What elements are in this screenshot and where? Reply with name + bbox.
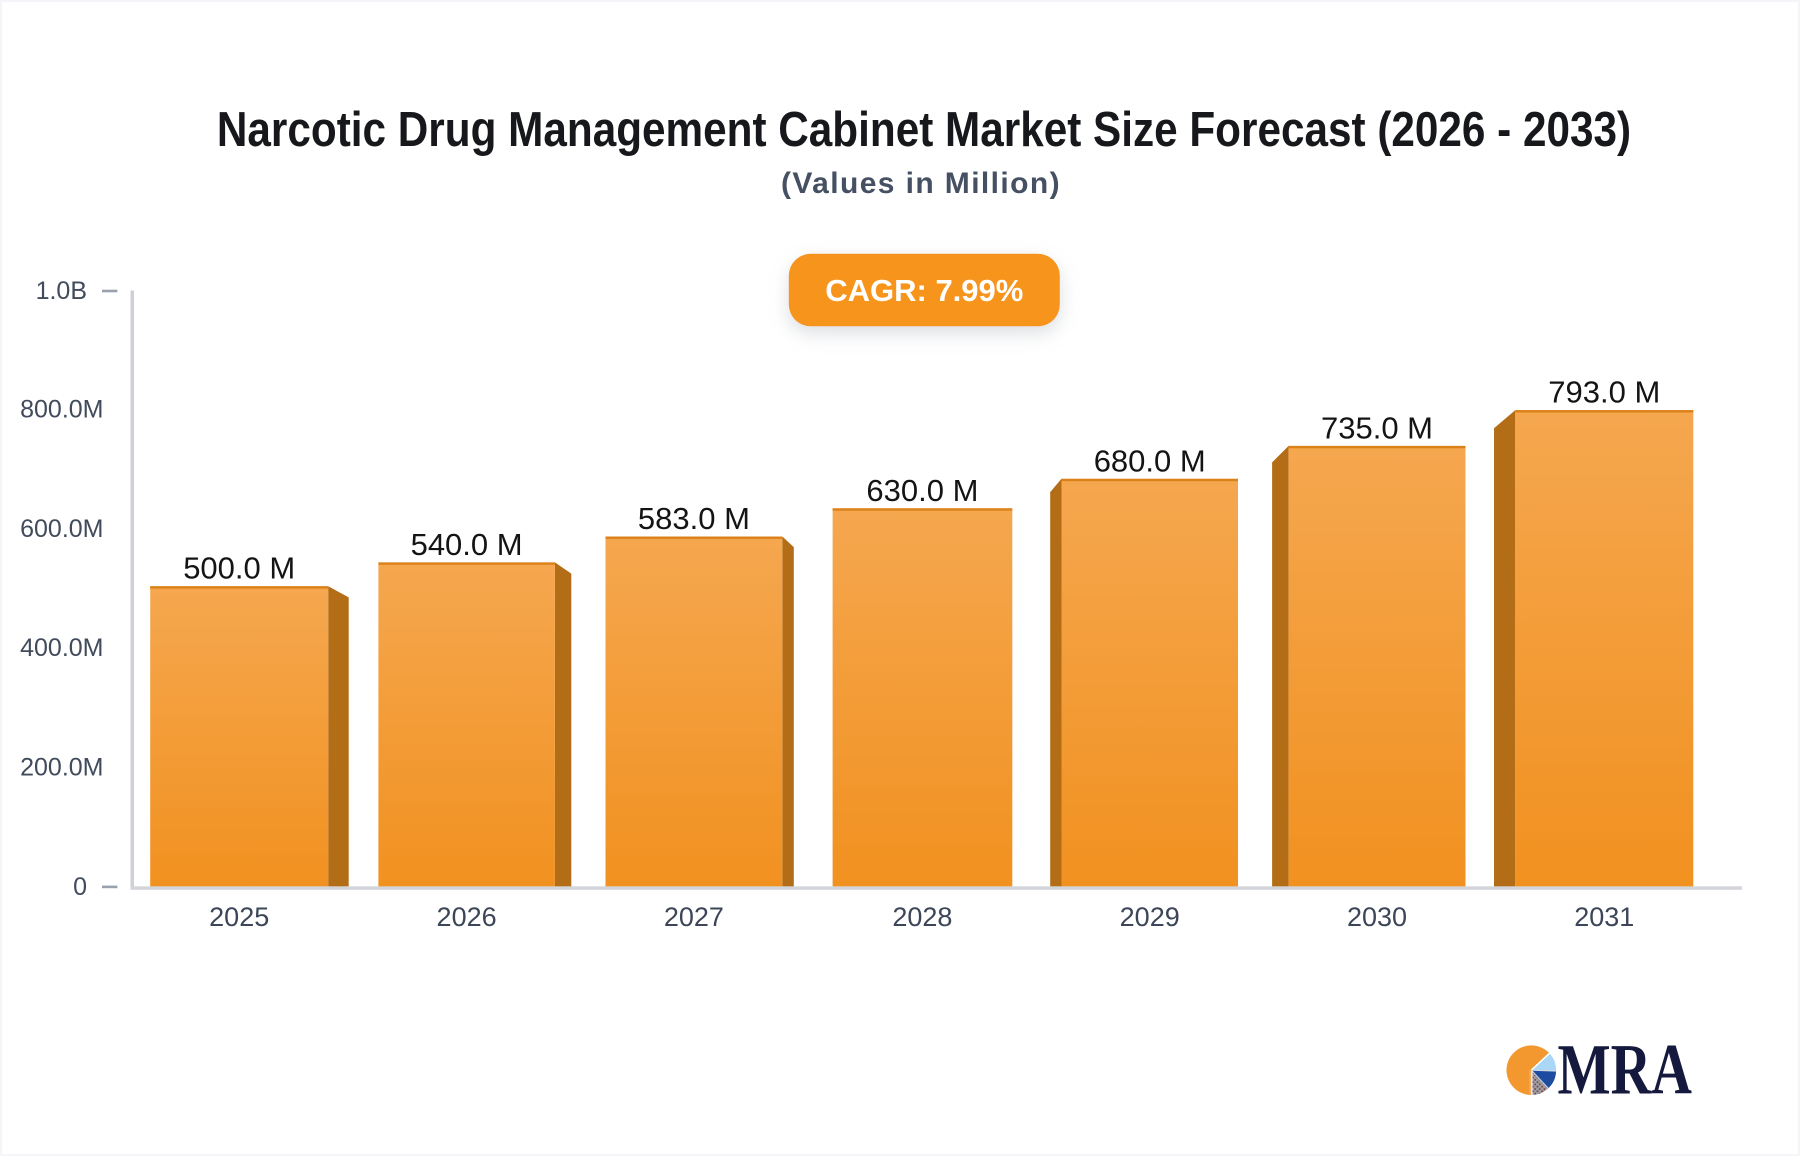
svg-text:CAGR: 7.99%: CAGR: 7.99%: [825, 273, 1023, 308]
svg-text:2027: 2027: [664, 902, 724, 932]
svg-text:735.0 M: 735.0 M: [1321, 410, 1433, 445]
svg-text:MRA: MRA: [1558, 1029, 1693, 1109]
svg-text:2026: 2026: [437, 902, 497, 932]
svg-text:680.0 M: 680.0 M: [1094, 443, 1206, 478]
svg-text:793.0 M: 793.0 M: [1548, 375, 1660, 410]
svg-text:800.0M: 800.0M: [20, 396, 103, 424]
svg-text:540.0 M: 540.0 M: [411, 527, 523, 562]
svg-text:400.0M: 400.0M: [20, 634, 103, 662]
svg-text:500.0 M: 500.0 M: [183, 551, 295, 586]
svg-text:600.0M: 600.0M: [20, 515, 103, 543]
svg-text:2029: 2029: [1120, 902, 1180, 932]
svg-text:583.0 M: 583.0 M: [638, 501, 750, 536]
svg-text:1.0B: 1.0B: [36, 277, 87, 305]
svg-text:Narcotic Drug Management Cabin: Narcotic Drug Management Cabinet Market …: [217, 102, 1631, 157]
svg-text:630.0 M: 630.0 M: [866, 473, 978, 508]
svg-text:200.0M: 200.0M: [20, 753, 103, 781]
svg-text:2028: 2028: [892, 902, 952, 932]
svg-text:0: 0: [73, 873, 87, 901]
svg-text:(Values in Million): (Values in Million): [781, 167, 1061, 200]
svg-text:2031: 2031: [1574, 902, 1634, 932]
svg-text:2025: 2025: [209, 902, 269, 932]
svg-text:2030: 2030: [1347, 902, 1407, 932]
